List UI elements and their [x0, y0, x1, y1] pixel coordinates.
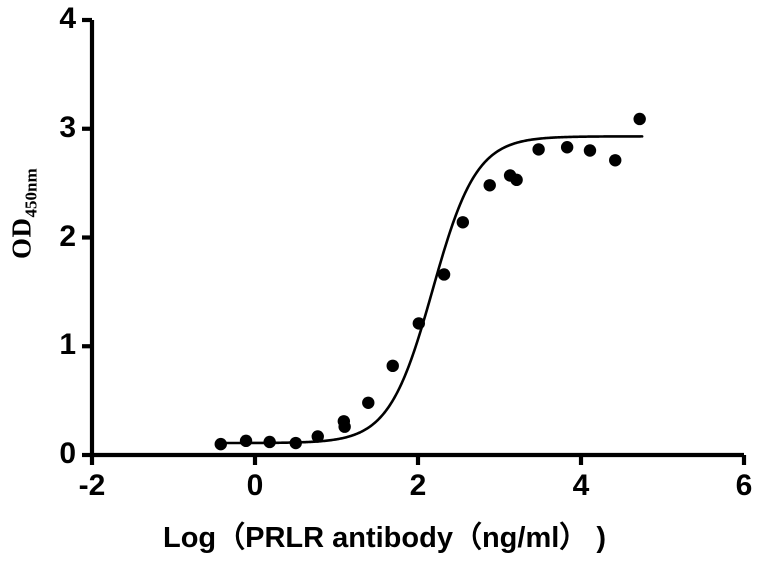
sigmoid-fit-curve	[217, 135, 644, 445]
data-point	[239, 434, 253, 448]
data-point	[560, 141, 574, 154]
data-point	[583, 144, 597, 157]
data-point	[311, 430, 324, 443]
x-tick-label: 6	[735, 469, 753, 502]
y-axis-title: OD450nm	[6, 124, 41, 304]
data-point	[289, 436, 302, 450]
x-tick-label: -2	[78, 469, 106, 502]
data-point	[483, 179, 496, 192]
y-tick-label: 3	[59, 110, 76, 144]
y-tick-label: 0	[59, 437, 76, 470]
data-point	[362, 396, 375, 409]
data-point	[412, 317, 426, 330]
data-point	[510, 173, 523, 187]
data-point	[214, 437, 227, 451]
data-point	[263, 435, 276, 449]
data-point	[633, 112, 646, 126]
y-tick-label: 2	[59, 219, 76, 253]
data-point	[532, 143, 545, 156]
data-point	[609, 154, 622, 167]
data-point	[337, 415, 351, 428]
x-tick-label: 2	[409, 469, 427, 502]
data-point	[437, 268, 451, 281]
y-tick-label: 4	[59, 2, 76, 35]
y-tick-label: 1	[59, 328, 76, 362]
data-point	[456, 216, 470, 229]
x-axis-title: Log（PRLR antibody（ng/ml） )	[162, 522, 606, 554]
x-tick-label: 4	[572, 469, 590, 502]
data-point	[386, 359, 399, 373]
data-point-group	[214, 112, 646, 451]
y-axis-title-base: OD	[6, 217, 37, 260]
x-tick-label: 0	[246, 469, 264, 502]
axes-group	[82, 17, 747, 465]
y-axis-title-subscript: 450nm	[21, 168, 41, 218]
